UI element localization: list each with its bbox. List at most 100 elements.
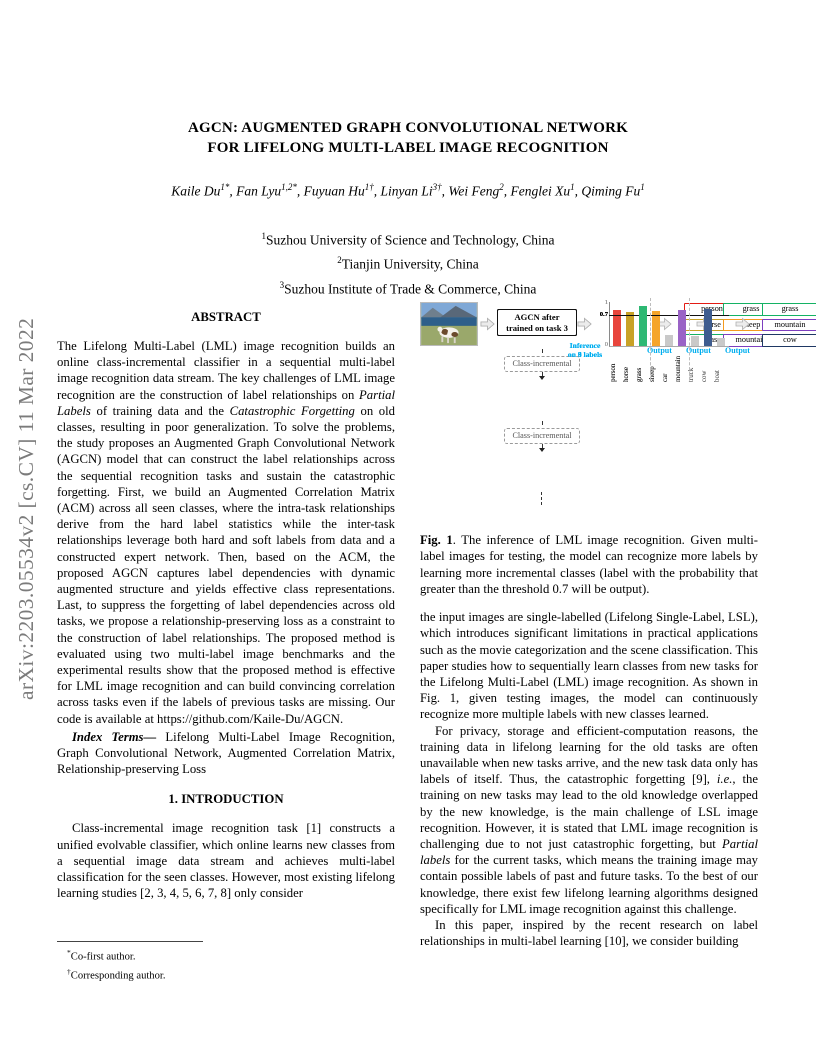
- footnote-rule: [57, 941, 203, 942]
- class-incremental-connector-1: Class-incremental: [482, 349, 602, 380]
- y-tick-label: 1: [604, 299, 608, 306]
- block-arrow-icon: [577, 317, 592, 331]
- chart-plot-area: 1 0.7 0: [600, 298, 729, 380]
- y-tick-label: 0.7: [599, 311, 608, 319]
- task-separator-line: [689, 298, 690, 380]
- dashed-line: [541, 421, 543, 425]
- output-arrow-task3: Output: [725, 317, 750, 355]
- bar-person: [613, 309, 621, 346]
- text-segment: Index Terms—: [72, 729, 166, 744]
- output-word-task3: Output: [725, 346, 750, 355]
- x-tick-label-horse: horse: [623, 367, 630, 382]
- abstract-text: The Lifelong Multi-Label (LML) image rec…: [57, 338, 395, 727]
- author-affiliation-mark: 1: [570, 182, 575, 192]
- output-chip-grass: grass: [762, 303, 816, 316]
- affiliation-line: 2Tianjin University, China: [337, 255, 479, 272]
- text-segment: Fig. 1: [420, 533, 453, 547]
- author-name: Fuyuan Hu: [303, 183, 365, 199]
- x-tick-label-person: person: [610, 363, 617, 382]
- body-paragraph-1: the input images are single-labelled (Li…: [420, 610, 758, 722]
- agcn-box-task3: AGCN after trained on task 3: [497, 309, 577, 336]
- cow-photo: [420, 302, 478, 346]
- output-word-task2: Output: [686, 346, 711, 355]
- bar-grass: [639, 305, 647, 346]
- figure-1: AGCN after trained on task 1 Inference o…: [420, 298, 816, 524]
- inference-label-task1: Inference on 3 labels: [567, 341, 603, 359]
- text-segment: Partial Labels: [57, 387, 395, 418]
- author-affiliation-mark: 3†: [432, 182, 442, 192]
- text-segment: i.e.: [716, 772, 733, 787]
- affiliation-line: 1Suzhou University of Science and Techno…: [261, 230, 555, 248]
- code-link[interactable]: https://github.com/Kaile-Du/AGCN: [157, 711, 340, 726]
- agcn-box-line2: trained on task 3: [506, 322, 568, 333]
- x-tick-label-grass: grass: [636, 367, 643, 382]
- output-labels-task3: grass mountain cow: [762, 303, 816, 347]
- author-affiliation-mark: 1,2*: [281, 182, 297, 192]
- text-segment: Partial labels: [420, 837, 758, 868]
- title-line-2: FOR LIFELONG MULTI-LABEL IMAGE RECOGNITI…: [207, 140, 609, 156]
- index-terms: Index Terms— Lifelong Multi-Label Image …: [57, 729, 395, 778]
- dashed-line: [541, 371, 543, 376]
- figure-1-caption: Fig. 1. The inference of LML image recog…: [420, 532, 758, 597]
- class-incremental-connector-2: Class-incremental: [482, 421, 602, 452]
- agcn-box-line1: AGCN after: [514, 312, 560, 322]
- bar-truck: [691, 336, 699, 346]
- cow-illustration: [421, 303, 477, 345]
- figure-row-task3: AGCN after trained on task 3 Inference o…: [420, 298, 816, 382]
- text-segment: for the current tasks, which means the t…: [420, 853, 758, 916]
- author-name: Linyan Li: [380, 183, 433, 199]
- bar-car: [665, 341, 673, 346]
- left-column: ABSTRACT The Lifelong Multi-Label (LML) …: [57, 310, 395, 902]
- x-tick-label-mountain: mountain: [675, 355, 682, 382]
- author-name: Qiming Fu: [581, 183, 641, 199]
- section-heading-introduction: 1. INTRODUCTION: [168, 792, 284, 807]
- affiliations: 1Suzhou University of Science and Techno…: [57, 226, 759, 300]
- bar-car: [665, 335, 673, 346]
- author-name: Kaile Du: [171, 183, 221, 199]
- x-tick-label-boat: boat: [714, 370, 721, 382]
- output-chip-cow: cow: [762, 334, 816, 347]
- class-incremental-box-1: Class-incremental: [504, 355, 580, 372]
- arrowhead-down-icon: [539, 375, 545, 380]
- footnote-line: †Corresponding author.: [67, 967, 166, 982]
- y-tick-label: 0: [604, 341, 608, 348]
- bar-cow: [704, 308, 712, 346]
- text-segment: The Lifelong Multi-Label (LML) image rec…: [57, 339, 395, 402]
- continuation-dots: [541, 492, 542, 505]
- author-affiliation-mark: 1: [640, 182, 645, 192]
- footnote-list: *Co-first author. †Corresponding author.: [57, 946, 395, 984]
- bar-mountain: [678, 310, 686, 346]
- footnote-line: *Co-first author.: [67, 948, 136, 963]
- dashed-line: [541, 349, 543, 353]
- y-tick-label: 0.7: [599, 311, 608, 319]
- text-segment: .: [339, 711, 344, 726]
- inference-arrow-task3: Inference on 9 labels: [568, 317, 602, 359]
- body-paragraph-2: For privacy, storage and efficient-compu…: [420, 723, 758, 917]
- task-separator-line: [650, 298, 651, 380]
- bar-boat: [717, 338, 725, 346]
- author-name: Fan Lyu: [236, 183, 282, 199]
- text-segment: of training data and the: [90, 403, 230, 418]
- title-line-1: AGCN: AUGMENTED GRAPH CONVOLUTIONAL NETW…: [188, 120, 628, 136]
- block-arrow-icon: [735, 317, 750, 331]
- arxiv-banner: arXiv:2203.05534v2 [cs.CV] 11 Mar 2022: [14, 268, 52, 750]
- text-segment: Catastrophic Forgetting: [229, 403, 355, 418]
- arrowhead-down-icon: [539, 447, 545, 452]
- footnotes: *Co-first author. †Corresponding author.: [57, 941, 395, 984]
- dashed-line: [541, 443, 543, 448]
- author-affiliation-mark: 1†: [364, 182, 374, 192]
- text-segment: Lifelong Multi-Label Image Recognition, …: [57, 729, 395, 777]
- body-paragraph-3: In this paper, inspired by the recent re…: [420, 918, 758, 949]
- y-tick-label: 0: [604, 341, 608, 348]
- paper-title: AGCN: AUGMENTED GRAPH CONVOLUTIONAL NETW…: [57, 118, 759, 158]
- author-affiliation-mark: 1*: [220, 182, 230, 192]
- block-arrow-icon: [480, 317, 495, 331]
- bar-chart-task3: person horse grass sheep car mountain truck cow…: [595, 298, 730, 382]
- text-segment: on old classes, resulting in poor genera…: [57, 403, 396, 726]
- author-affiliation-mark: 2: [499, 182, 504, 192]
- bar-sheep: [652, 326, 660, 346]
- arxiv-banner-text: arXiv:2203.05534v2 [cs.CV] 11 Mar 2022: [14, 317, 38, 701]
- output-chip-mountain: mountain: [762, 318, 816, 331]
- inference-label-task2: Inference on 6 labels: [567, 341, 603, 359]
